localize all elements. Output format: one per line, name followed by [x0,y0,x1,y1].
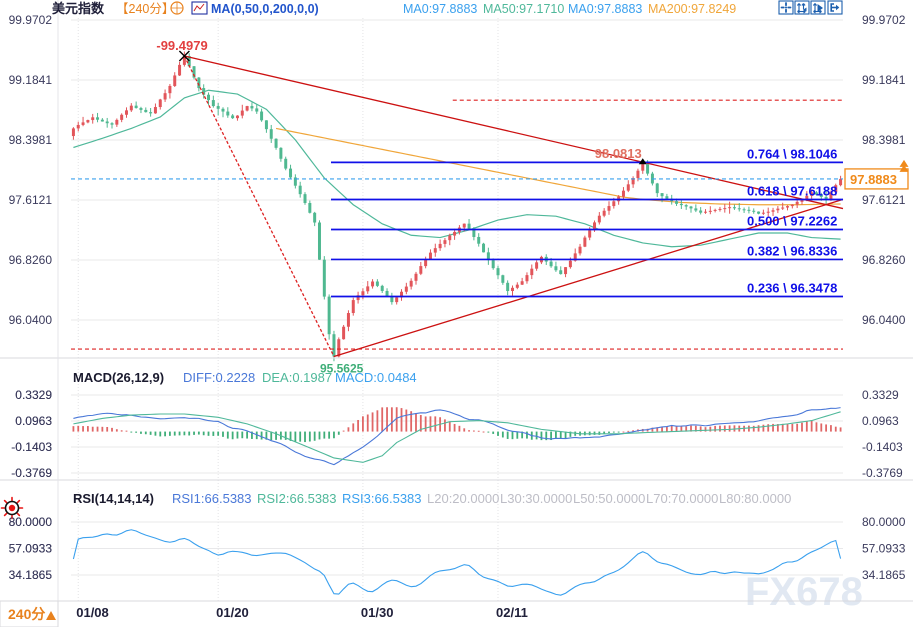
svg-text:0.500 \ 97.2262: 0.500 \ 97.2262 [747,213,837,228]
svg-text:96.8260: 96.8260 [862,253,906,267]
svg-text:99.1841: 99.1841 [9,73,53,87]
svg-text:97.6121: 97.6121 [9,193,53,207]
svg-text:96.0400: 96.0400 [9,313,53,327]
svg-text:96.8260: 96.8260 [9,253,53,267]
svg-text:0.3329: 0.3329 [15,388,52,402]
svg-text:0.618 \ 97.6188: 0.618 \ 97.6188 [747,184,837,199]
svg-text:MA0:97.8883: MA0:97.8883 [568,2,642,16]
svg-text:80.0000: 80.0000 [862,515,906,529]
svg-text:98.0813: 98.0813 [595,146,642,161]
svg-text:57.0933: 57.0933 [862,542,906,556]
svg-text:-0.1403: -0.1403 [11,440,52,454]
svg-text:MACD(26,12,9): MACD(26,12,9) [73,370,164,385]
svg-text:0.382 \ 96.8336: 0.382 \ 96.8336 [747,243,837,258]
svg-text:MA200:97.8249: MA200:97.8249 [648,2,736,16]
svg-text:0.236 \ 96.3478: 0.236 \ 96.3478 [747,281,837,296]
svg-text:RSI1:66.5383: RSI1:66.5383 [172,491,252,506]
svg-text:80.0000: 80.0000 [9,515,53,529]
svg-text:L20:20.0000: L20:20.0000 [427,491,499,506]
svg-text:99.1841: 99.1841 [862,73,906,87]
svg-text:34.1865: 34.1865 [9,568,53,582]
svg-text:RSI3:66.5383: RSI3:66.5383 [342,491,422,506]
svg-text:0.0963: 0.0963 [15,414,52,428]
svg-text:96.0400: 96.0400 [862,313,906,327]
svg-text:DIFF:0.2228: DIFF:0.2228 [183,370,255,385]
svg-text:-99.4979: -99.4979 [156,38,207,53]
svg-text:MA50:97.1710: MA50:97.1710 [483,2,564,16]
svg-text:99.9702: 99.9702 [9,13,53,27]
svg-text:97.8883: 97.8883 [850,172,897,187]
svg-text:DEA:0.1987: DEA:0.1987 [262,370,332,385]
svg-text:L80:80.0000: L80:80.0000 [719,491,791,506]
svg-text:0.0963: 0.0963 [862,414,899,428]
svg-text:97.6121: 97.6121 [862,193,906,207]
svg-text:01/20: 01/20 [216,605,249,620]
svg-text:240分: 240分 [8,606,45,622]
svg-text:美元指数: 美元指数 [52,1,105,16]
svg-text:01/30: 01/30 [361,605,394,620]
svg-text:L50:50.0000: L50:50.0000 [573,491,645,506]
svg-text:-0.3769: -0.3769 [11,466,52,480]
svg-text:57.0933: 57.0933 [9,542,53,556]
svg-text:-0.1403: -0.1403 [862,440,903,454]
svg-text:01/08: 01/08 [76,605,109,620]
svg-text:-0.3769: -0.3769 [862,466,903,480]
svg-text:L70:70.0000: L70:70.0000 [646,491,718,506]
svg-text:【240分】: 【240分】 [116,2,174,16]
svg-text:L30:30.0000: L30:30.0000 [500,491,572,506]
svg-text:MACD:0.0484: MACD:0.0484 [335,370,417,385]
svg-text:RSI2:66.5383: RSI2:66.5383 [257,491,337,506]
svg-text:RSI(14,14,14): RSI(14,14,14) [73,491,154,506]
svg-text:98.3981: 98.3981 [9,133,53,147]
svg-text:0.3329: 0.3329 [862,388,899,402]
svg-text:0.764 \ 98.1046: 0.764 \ 98.1046 [747,146,837,161]
svg-text:MA0:97.8883: MA0:97.8883 [403,2,477,16]
svg-text:MA(0,50,0,200,0,0): MA(0,50,0,200,0,0) [211,2,319,16]
svg-text:34.1865: 34.1865 [862,568,906,582]
svg-text:FX678: FX678 [745,570,863,614]
svg-text:99.9702: 99.9702 [862,13,906,27]
svg-text:98.3981: 98.3981 [862,133,906,147]
svg-text:02/11: 02/11 [496,605,528,620]
